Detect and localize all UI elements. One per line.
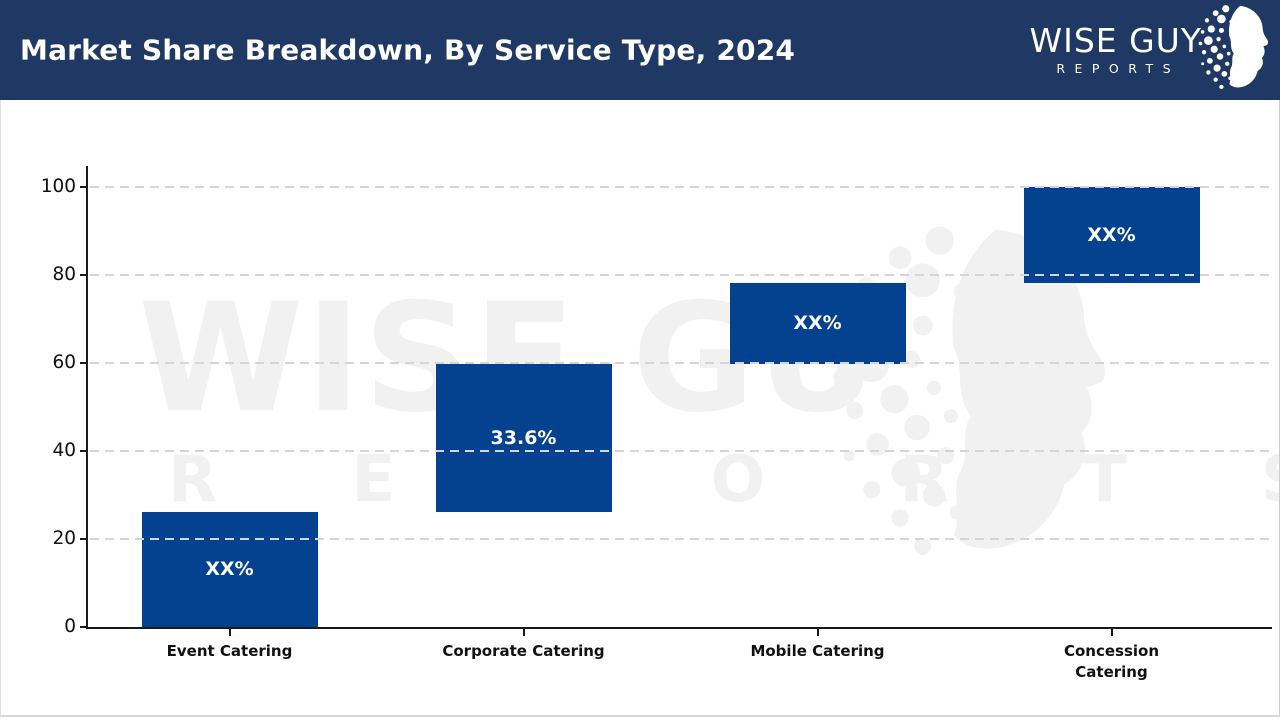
x-tick-label-mobile-catering: Mobile Catering [750,642,885,660]
x-tick-mark-mobile-catering [816,629,819,636]
y-tick-label-60: 60 [52,352,76,373]
logo-wordmark: WISE GUY REPORTS [1029,24,1202,76]
watermark-reports: R E P O R T S [168,443,1280,517]
bar-corporate-catering [435,363,612,512]
y-tick-label-80: 80 [52,264,76,285]
x-tick-label-corporate-catering: Corporate Catering [442,642,605,660]
bar-value-label-event-catering: XX% [205,558,254,581]
gridline-40 [90,450,1272,452]
y-tick-mark-40 [80,450,88,452]
x-tick-mark-corporate-catering [522,629,525,636]
y-axis-line [86,166,88,629]
gridline-20 [90,538,1272,540]
y-tick-mark-0 [80,626,88,628]
page-title: Market Share Breakdown, By Service Type,… [20,33,796,67]
bar-value-label-corporate-catering: 33.6% [490,426,557,449]
gridline-100 [90,186,1272,188]
x-tick-mark-event-catering [228,629,231,636]
y-tick-mark-20 [80,538,88,540]
x-tick-label-concession-catering: Concession Catering [1063,642,1160,681]
bar-concession-catering [1023,187,1200,283]
x-tick-mark-concession-catering [1110,629,1113,636]
logo-head-icon [1198,5,1269,90]
wiseguy-logo: WISE GUY REPORTS [1029,0,1270,100]
header-band: Market Share Breakdown, By Service Type,… [0,0,1280,100]
gridline-80 [90,274,1272,276]
x-axis-line [86,627,1272,629]
image-bottom-border [0,715,1280,717]
y-tick-mark-100 [80,186,88,188]
y-tick-label-100: 100 [40,176,76,197]
y-tick-label-40: 40 [52,440,76,461]
bar-mobile-catering [729,282,906,364]
bar-value-label-concession-catering: XX% [1087,223,1136,246]
gridline-60 [90,362,1272,364]
y-tick-mark-80 [80,274,88,276]
bar-value-label-mobile-catering: XX% [793,312,842,335]
y-tick-label-20: 20 [52,528,76,549]
logo-wordmark-line1: WISE GUY [1029,21,1202,60]
logo-wordmark-line2: REPORTS [1056,61,1181,76]
bar-event-catering [141,511,318,627]
y-tick-label-0: 0 [64,616,76,637]
y-tick-mark-60 [80,362,88,364]
x-tick-label-event-catering: Event Catering [166,642,293,660]
image-left-border [0,100,1,717]
